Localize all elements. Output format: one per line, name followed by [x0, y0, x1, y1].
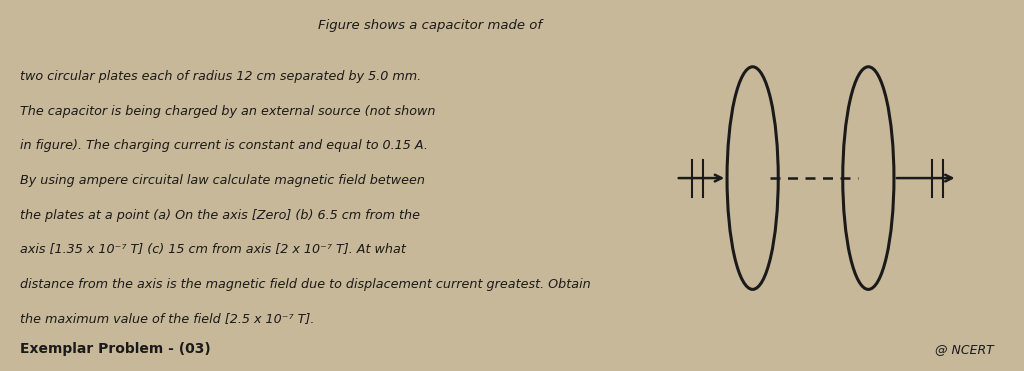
- Text: The capacitor is being charged by an external source (not shown: The capacitor is being charged by an ext…: [20, 105, 436, 118]
- Text: By using ampere circuital law calculate magnetic field between: By using ampere circuital law calculate …: [20, 174, 426, 187]
- Text: the plates at a point (a) On the axis [Zero] (b) 6.5 cm from the: the plates at a point (a) On the axis [Z…: [20, 209, 421, 221]
- Text: Exemplar Problem - (03): Exemplar Problem - (03): [20, 342, 211, 356]
- Text: in figure). The charging current is constant and equal to 0.15 A.: in figure). The charging current is cons…: [20, 139, 428, 152]
- Text: @ NCERT: @ NCERT: [935, 343, 993, 356]
- Text: distance from the axis is the magnetic field due to displacement current greates: distance from the axis is the magnetic f…: [20, 278, 591, 290]
- Text: the maximum value of the field [2.5 x 10⁻⁷ T].: the maximum value of the field [2.5 x 10…: [20, 312, 314, 325]
- Text: two circular plates each of radius 12 cm separated by 5.0 mm.: two circular plates each of radius 12 cm…: [20, 70, 422, 83]
- Text: axis [1.35 x 10⁻⁷ T] (c) 15 cm from axis [2 x 10⁻⁷ T]. At what: axis [1.35 x 10⁻⁷ T] (c) 15 cm from axis…: [20, 243, 407, 256]
- Text: Figure shows a capacitor made of: Figure shows a capacitor made of: [318, 19, 542, 32]
